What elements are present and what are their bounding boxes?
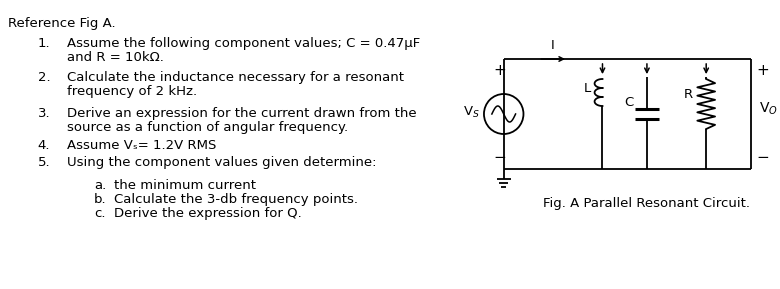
Text: a.: a. xyxy=(94,179,106,192)
Text: R: R xyxy=(684,88,693,101)
Text: frequency of 2 kHz.: frequency of 2 kHz. xyxy=(67,85,197,98)
Text: and R = 10kΩ.: and R = 10kΩ. xyxy=(67,51,164,64)
Text: I: I xyxy=(551,39,555,52)
Text: C: C xyxy=(624,95,633,108)
Text: V$_O$: V$_O$ xyxy=(758,101,778,117)
Text: the minimum current: the minimum current xyxy=(114,179,256,192)
Text: −: − xyxy=(494,150,506,165)
Text: L: L xyxy=(583,82,590,95)
Text: Fig. A Parallel Resonant Circuit.: Fig. A Parallel Resonant Circuit. xyxy=(544,197,750,210)
Text: −: − xyxy=(757,150,769,165)
Text: Calculate the 3-db frequency points.: Calculate the 3-db frequency points. xyxy=(114,193,357,206)
Text: Assume Vₛ= 1.2V RMS: Assume Vₛ= 1.2V RMS xyxy=(67,139,217,152)
Text: V$_S$: V$_S$ xyxy=(463,104,480,120)
Text: 3.: 3. xyxy=(37,107,50,120)
Text: Assume the following component values; C = 0.47μF: Assume the following component values; C… xyxy=(67,37,420,50)
Text: Calculate the inductance necessary for a resonant: Calculate the inductance necessary for a… xyxy=(67,71,404,84)
Text: Derive the expression for Q.: Derive the expression for Q. xyxy=(114,207,301,220)
Text: Derive an expression for the current drawn from the: Derive an expression for the current dra… xyxy=(67,107,417,120)
Text: 4.: 4. xyxy=(37,139,50,152)
Text: 1.: 1. xyxy=(37,37,50,50)
Text: Reference Fig A.: Reference Fig A. xyxy=(8,17,115,30)
Text: +: + xyxy=(494,63,506,78)
Text: +: + xyxy=(757,63,769,78)
Text: b.: b. xyxy=(94,193,106,206)
Text: 5.: 5. xyxy=(37,156,50,169)
Text: source as a function of angular frequency.: source as a function of angular frequenc… xyxy=(67,121,349,134)
Text: c.: c. xyxy=(94,207,105,220)
Text: 2.: 2. xyxy=(37,71,50,84)
Text: Using the component values given determine:: Using the component values given determi… xyxy=(67,156,377,169)
